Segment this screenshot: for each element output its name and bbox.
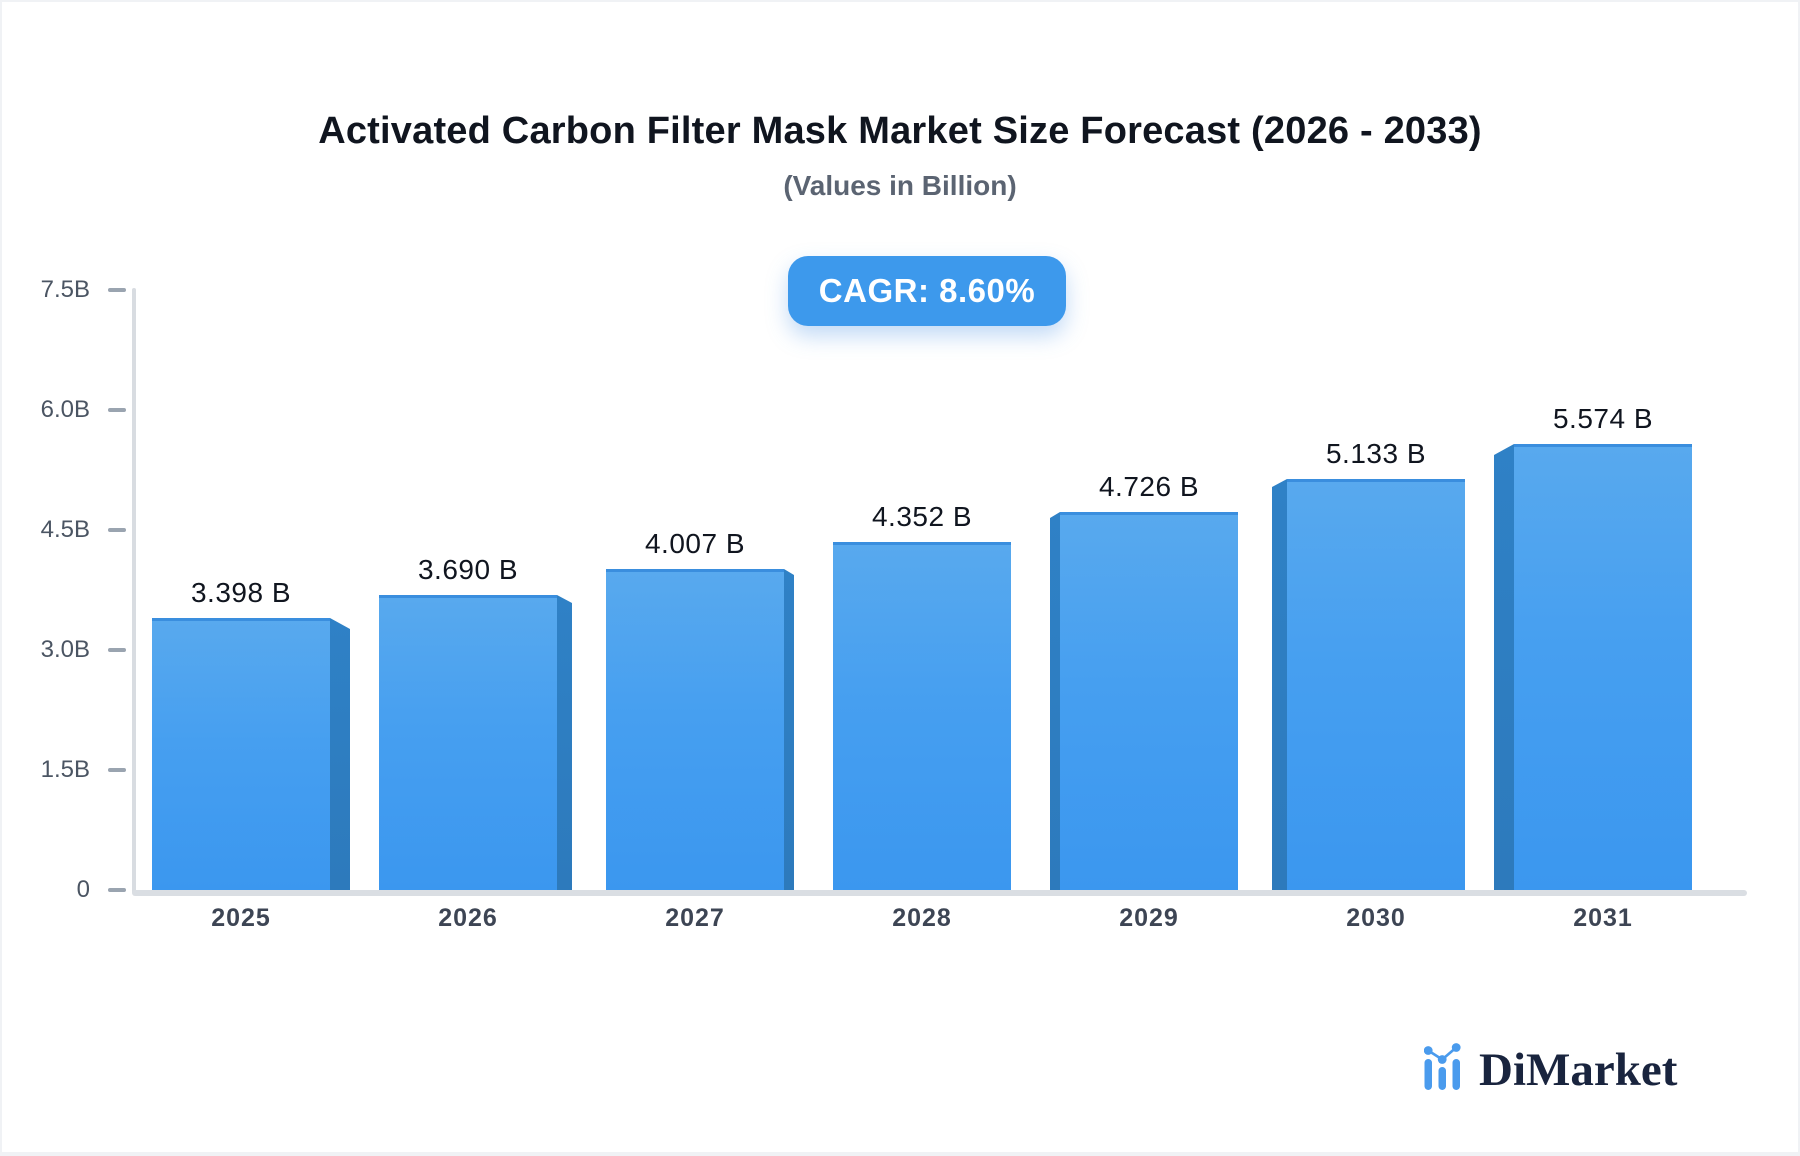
x-axis-label-2029: 2029 bbox=[1119, 904, 1179, 932]
bar-side-2027 bbox=[784, 569, 794, 890]
y-tick-label-1.5B: 1.5B bbox=[40, 756, 90, 783]
bar-2027[interactable] bbox=[606, 569, 784, 890]
bar-2025[interactable] bbox=[152, 618, 330, 890]
bar-side-2031 bbox=[1494, 444, 1514, 890]
y-tick-label-6.0B: 6.0B bbox=[40, 396, 90, 423]
y-tick-label-0: 0 bbox=[76, 876, 90, 903]
bar-side-2025 bbox=[330, 618, 350, 890]
page-title: Activated Carbon Filter Mask Market Size… bbox=[318, 110, 1482, 152]
bar-value-label-2027: 4.007 B bbox=[644, 528, 746, 559]
x-axis-label-2028: 2028 bbox=[892, 904, 952, 932]
x-axis-label-2031: 2031 bbox=[1573, 904, 1633, 932]
bar-value-label-2029: 4.726 B bbox=[1098, 471, 1200, 502]
bar-side-2026 bbox=[557, 595, 572, 890]
y-tick-mark bbox=[108, 408, 126, 412]
bar-chart-trend-icon bbox=[1423, 1042, 1466, 1092]
y-axis-line bbox=[132, 288, 136, 894]
y-tick-label-4.5B: 4.5B bbox=[40, 516, 90, 543]
bar-2029[interactable] bbox=[1060, 512, 1238, 890]
y-tick-label-3.0B: 3.0B bbox=[40, 636, 90, 663]
y-tick-mark bbox=[108, 888, 126, 892]
x-axis-label-2025: 2025 bbox=[211, 904, 271, 932]
bar-value-label-2026: 3.690 B bbox=[417, 554, 519, 585]
bar-2028[interactable] bbox=[833, 542, 1011, 890]
x-axis-label-2027: 2027 bbox=[665, 904, 725, 932]
bar-value-label-2030: 5.133 B bbox=[1325, 438, 1427, 469]
bar-2030[interactable] bbox=[1287, 479, 1465, 890]
x-axis-label-2026: 2026 bbox=[438, 904, 498, 932]
y-tick-mark bbox=[108, 528, 126, 532]
bar-value-label-2031: 5.574 B bbox=[1552, 403, 1654, 434]
page-subtitle: (Values in Billion) bbox=[783, 170, 1017, 201]
y-tick-label-7.5B: 7.5B bbox=[40, 276, 90, 303]
y-tick-mark bbox=[108, 648, 126, 652]
bar-side-2029 bbox=[1050, 512, 1060, 890]
bar-2031[interactable] bbox=[1514, 444, 1692, 890]
y-tick-mark bbox=[108, 768, 126, 772]
logo-text: DiMarket bbox=[1479, 1043, 1678, 1096]
bar-side-2030 bbox=[1272, 479, 1287, 890]
bar-value-label-2028: 4.352 B bbox=[871, 501, 973, 532]
bar-2026[interactable] bbox=[379, 595, 557, 890]
x-axis-line bbox=[132, 890, 1747, 896]
cagr-badge: CAGR: 8.60% bbox=[788, 256, 1066, 326]
bar-value-label-2025: 3.398 B bbox=[190, 577, 292, 608]
x-axis-label-2030: 2030 bbox=[1346, 904, 1406, 932]
y-tick-mark bbox=[108, 288, 126, 292]
brand-logo[interactable]: DiMarket bbox=[1423, 1042, 1678, 1096]
